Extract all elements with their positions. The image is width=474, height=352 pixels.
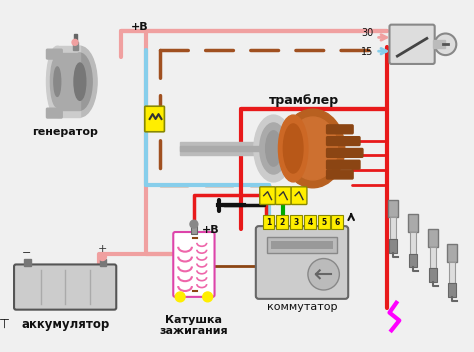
- Bar: [408, 214, 418, 232]
- Bar: [263, 215, 274, 229]
- Ellipse shape: [283, 124, 303, 173]
- Bar: [100, 259, 107, 266]
- FancyBboxPatch shape: [327, 125, 353, 134]
- Text: ⊤: ⊤: [0, 318, 10, 331]
- Text: 4: 4: [307, 218, 312, 227]
- Ellipse shape: [265, 131, 282, 166]
- FancyBboxPatch shape: [46, 108, 62, 118]
- Bar: [276, 215, 288, 229]
- Bar: [447, 244, 457, 262]
- FancyBboxPatch shape: [14, 264, 116, 310]
- Ellipse shape: [278, 115, 308, 182]
- Bar: [448, 283, 456, 297]
- Text: 15: 15: [361, 47, 374, 57]
- Ellipse shape: [46, 46, 68, 117]
- Ellipse shape: [50, 56, 64, 107]
- Circle shape: [72, 39, 78, 45]
- Bar: [191, 224, 197, 234]
- FancyBboxPatch shape: [291, 187, 307, 205]
- Bar: [267, 237, 337, 253]
- Text: генератор: генератор: [32, 127, 98, 137]
- FancyBboxPatch shape: [145, 106, 164, 132]
- FancyBboxPatch shape: [327, 160, 360, 169]
- Text: 2: 2: [280, 218, 285, 227]
- Bar: [331, 215, 343, 229]
- Ellipse shape: [288, 117, 337, 180]
- Bar: [180, 145, 273, 151]
- Text: +: +: [98, 244, 107, 254]
- FancyBboxPatch shape: [173, 232, 215, 297]
- Text: −: −: [22, 248, 31, 258]
- Bar: [74, 34, 77, 42]
- Text: 30: 30: [362, 27, 374, 38]
- Circle shape: [308, 259, 339, 290]
- Text: 1: 1: [266, 218, 271, 227]
- FancyBboxPatch shape: [260, 187, 275, 205]
- Circle shape: [190, 220, 198, 228]
- Bar: [430, 247, 436, 268]
- Bar: [429, 268, 437, 282]
- FancyBboxPatch shape: [327, 170, 353, 179]
- FancyBboxPatch shape: [46, 49, 62, 59]
- Text: Катушка
зажигания: Катушка зажигания: [160, 315, 228, 336]
- Text: аккумулятор: аккумулятор: [21, 318, 109, 331]
- Bar: [57, 46, 80, 117]
- Ellipse shape: [254, 115, 293, 182]
- Circle shape: [203, 292, 212, 302]
- Text: 5: 5: [321, 218, 326, 227]
- Text: трамблер: трамблер: [269, 94, 339, 107]
- Bar: [389, 200, 398, 217]
- Bar: [391, 217, 396, 239]
- Bar: [410, 232, 416, 254]
- Ellipse shape: [74, 63, 86, 100]
- Text: 3: 3: [293, 218, 299, 227]
- Circle shape: [175, 292, 185, 302]
- Ellipse shape: [54, 67, 61, 96]
- Ellipse shape: [63, 46, 97, 117]
- Bar: [290, 215, 302, 229]
- FancyBboxPatch shape: [327, 137, 360, 145]
- Bar: [390, 239, 397, 253]
- Ellipse shape: [281, 109, 345, 188]
- Text: 6: 6: [335, 218, 340, 227]
- Bar: [409, 254, 417, 268]
- Bar: [428, 229, 438, 247]
- FancyBboxPatch shape: [275, 187, 291, 205]
- Text: коммутатор: коммутатор: [267, 302, 337, 312]
- Ellipse shape: [68, 53, 92, 110]
- Circle shape: [99, 253, 107, 260]
- Bar: [304, 215, 316, 229]
- Bar: [271, 241, 333, 249]
- Bar: [180, 142, 273, 155]
- FancyBboxPatch shape: [390, 25, 435, 64]
- Bar: [318, 215, 329, 229]
- Bar: [24, 259, 31, 266]
- FancyBboxPatch shape: [327, 149, 363, 157]
- Bar: [73, 42, 78, 50]
- Ellipse shape: [260, 123, 287, 174]
- Bar: [449, 262, 456, 283]
- Bar: [57, 53, 80, 110]
- Text: +В: +В: [202, 225, 219, 235]
- Bar: [433, 40, 446, 48]
- Text: +В: +В: [131, 21, 149, 32]
- Circle shape: [435, 33, 456, 55]
- FancyBboxPatch shape: [256, 226, 348, 299]
